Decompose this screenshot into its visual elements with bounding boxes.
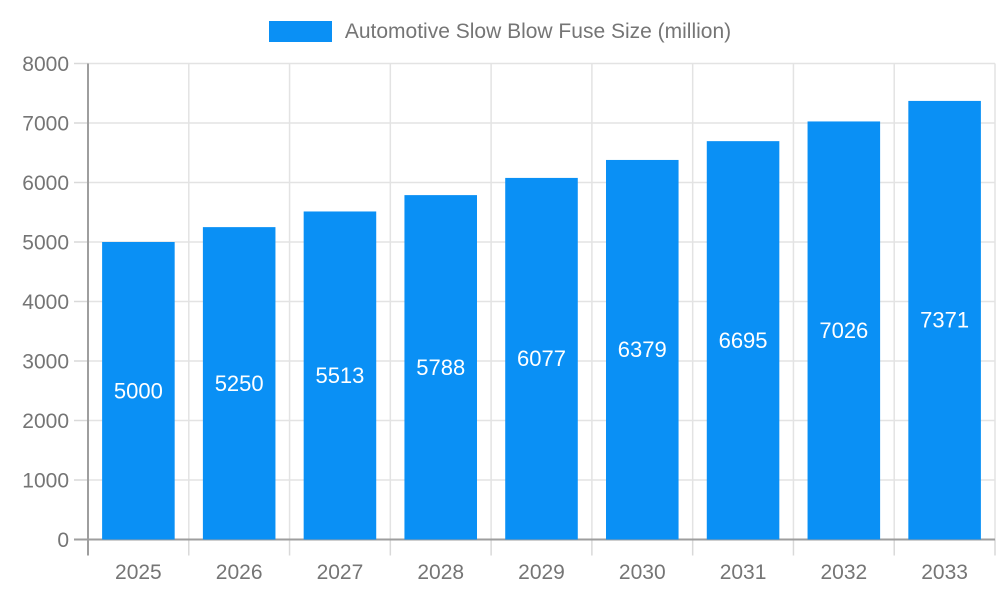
bar-2028[interactable] (404, 195, 478, 540)
x-axis-label-2032: 2032 (820, 561, 867, 584)
bar-2033[interactable] (908, 100, 981, 540)
x-axis-label-2029: 2029 (518, 561, 565, 584)
y-axis-label: 5000 (22, 232, 69, 255)
legend-label: Automotive Slow Blow Fuse Size (million) (344, 20, 732, 43)
y-axis-label: 1000 (22, 470, 69, 493)
bar-2026[interactable] (202, 227, 276, 540)
bar-2031[interactable] (706, 141, 780, 540)
bar-2027[interactable] (303, 211, 377, 540)
x-axis-label-2028: 2028 (417, 561, 464, 584)
bar-value-label: 6379 (618, 337, 667, 362)
bar-value-label: 6077 (517, 346, 566, 371)
x-axis-label-2031: 2031 (720, 561, 767, 584)
bar-value-label: 5250 (215, 371, 264, 396)
bar-2032[interactable] (807, 121, 881, 540)
x-axis-label-2033: 2033 (921, 561, 968, 584)
bar-value-label: 7026 (819, 318, 868, 343)
bar-value-label: 6695 (719, 328, 768, 353)
x-axis-label-2030: 2030 (619, 561, 666, 584)
x-axis-label-2027: 2027 (317, 561, 364, 584)
bar-value-label: 5788 (416, 355, 465, 380)
y-axis-label: 6000 (22, 172, 69, 195)
x-axis-label-2025: 2025 (115, 561, 162, 584)
y-axis-label: 3000 (22, 351, 69, 374)
y-axis-label: 2000 (22, 410, 69, 433)
bar-2025[interactable] (102, 242, 175, 540)
legend-swatch (268, 21, 332, 42)
y-axis-label: 4000 (22, 291, 69, 314)
y-axis-label: 8000 (22, 53, 69, 76)
bar-value-label: 7371 (920, 308, 969, 333)
bar-value-label: 5000 (114, 378, 163, 403)
y-axis-label: 0 (57, 529, 69, 552)
x-axis-label-2026: 2026 (216, 561, 263, 584)
y-axis-label: 7000 (22, 113, 69, 136)
legend[interactable]: Automotive Slow Blow Fuse Size (million) (0, 21, 1000, 42)
bar-2030[interactable] (605, 159, 679, 540)
bar-value-label: 5513 (315, 363, 364, 388)
bar-2029[interactable] (505, 177, 578, 540)
